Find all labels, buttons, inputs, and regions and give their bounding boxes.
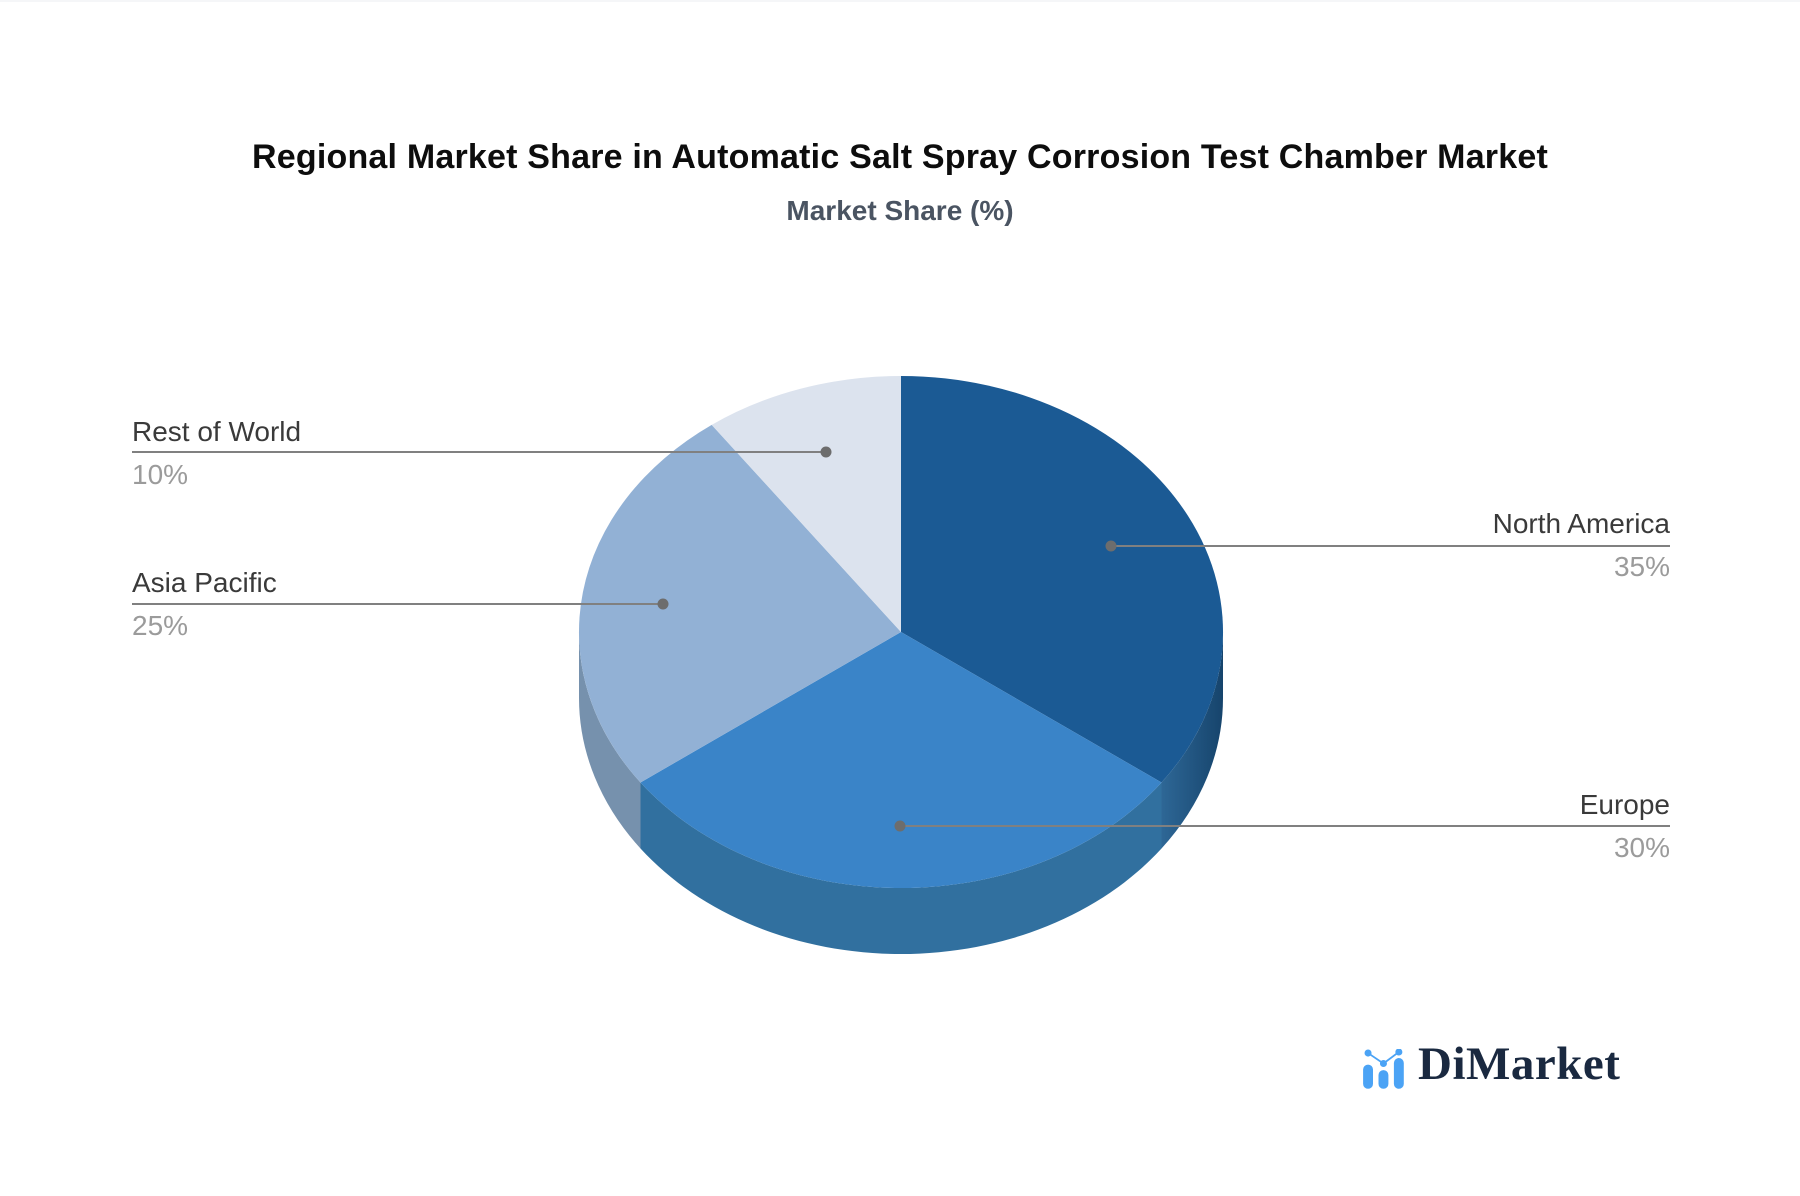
logo-text: DiMarket [1418, 1038, 1621, 1090]
slice-north-america[interactable] [901, 376, 1224, 783]
bar-line-chart-icon [1363, 1049, 1404, 1089]
slice-label-rest-of-world: Rest of World 10% [132, 415, 301, 492]
slice-percent: 35% [1613, 551, 1670, 582]
slice-name: Rest of World [132, 416, 302, 447]
leader-dot-europe [894, 820, 906, 832]
chart-title: Regional Market Share in Automatic Salt … [252, 138, 1548, 176]
slice-europe[interactable] [640, 632, 1162, 889]
slice-side-asia-pacific [579, 632, 641, 849]
chart-subtitle: Market Share (%) [786, 195, 1014, 226]
slice-name: Europe [1579, 789, 1670, 820]
slice-asia-pacific[interactable] [578, 424, 901, 783]
slice-side-north-america [1161, 632, 1224, 849]
slice-label-europe: Europe 30% [1580, 788, 1670, 865]
slice-label-asia-pacific: Asia Pacific 25% [132, 566, 277, 643]
dimarket-logo: DiMarket [1362, 1036, 1620, 1092]
slice-percent: 10% [132, 459, 189, 490]
slice-name: Asia Pacific [132, 567, 277, 598]
slice-name: North America [1492, 508, 1670, 539]
slice-percent: 25% [132, 610, 189, 641]
leader-dot-rest-of-world [820, 446, 832, 458]
leader-dot-asia-pacific [657, 598, 669, 610]
top-divider [0, 0, 1800, 2]
slice-side-europe [640, 782, 1162, 955]
leader-dot-north-america [1105, 540, 1117, 552]
slice-percent: 30% [1613, 832, 1670, 863]
slice-label-north-america: North America 35% [1493, 507, 1670, 584]
slice-rest-of-world[interactable] [711, 376, 901, 632]
